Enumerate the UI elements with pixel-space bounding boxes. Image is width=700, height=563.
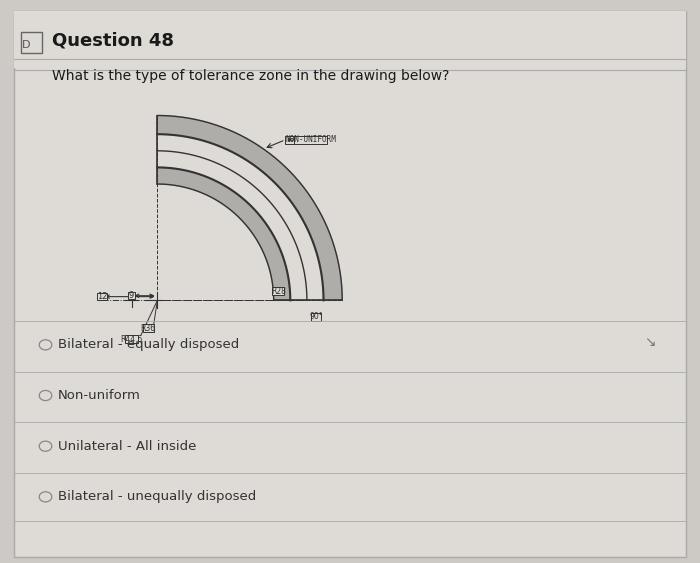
FancyBboxPatch shape bbox=[285, 136, 327, 144]
Text: R28: R28 bbox=[271, 287, 286, 296]
Text: Unilateral - All inside: Unilateral - All inside bbox=[58, 440, 197, 453]
FancyBboxPatch shape bbox=[128, 292, 135, 300]
Polygon shape bbox=[288, 138, 290, 141]
Text: Question 48: Question 48 bbox=[52, 32, 174, 50]
Text: 90°: 90° bbox=[309, 312, 323, 321]
FancyBboxPatch shape bbox=[272, 287, 284, 295]
FancyBboxPatch shape bbox=[311, 313, 321, 321]
Text: What is the type of tolerance zone in the drawing below?: What is the type of tolerance zone in th… bbox=[52, 69, 450, 83]
FancyBboxPatch shape bbox=[143, 324, 154, 332]
Text: NON-UNIFORM: NON-UNIFORM bbox=[285, 135, 336, 144]
Text: Bilateral - unequally disposed: Bilateral - unequally disposed bbox=[58, 490, 256, 503]
Polygon shape bbox=[158, 167, 290, 300]
Text: Non-uniform: Non-uniform bbox=[58, 389, 141, 402]
Text: R36: R36 bbox=[141, 324, 155, 333]
Text: ↘: ↘ bbox=[644, 335, 656, 349]
Polygon shape bbox=[158, 115, 342, 300]
FancyBboxPatch shape bbox=[125, 336, 139, 343]
Text: 12: 12 bbox=[97, 292, 107, 301]
FancyBboxPatch shape bbox=[97, 293, 107, 300]
Text: D: D bbox=[22, 39, 31, 50]
Text: 9: 9 bbox=[129, 291, 134, 300]
Text: R44.5: R44.5 bbox=[120, 334, 143, 343]
Text: Bilateral - equally disposed: Bilateral - equally disposed bbox=[58, 338, 239, 351]
